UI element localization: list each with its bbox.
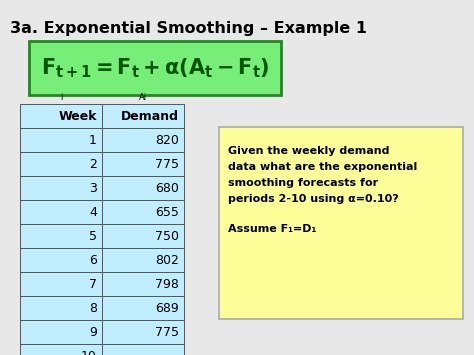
Text: Assume F₁=D₁: Assume F₁=D₁ [228, 224, 316, 234]
FancyBboxPatch shape [219, 127, 463, 319]
Text: Week: Week [58, 109, 97, 122]
FancyBboxPatch shape [20, 248, 102, 272]
FancyBboxPatch shape [102, 176, 184, 200]
Text: 8: 8 [89, 301, 97, 315]
Text: 3: 3 [89, 181, 97, 195]
Text: 6: 6 [89, 253, 97, 267]
Text: 655: 655 [155, 206, 179, 218]
FancyBboxPatch shape [20, 296, 102, 320]
Text: 4: 4 [89, 206, 97, 218]
FancyBboxPatch shape [20, 104, 102, 128]
Text: periods 2-10 using α=0.10?: periods 2-10 using α=0.10? [228, 194, 399, 204]
Text: 3a. Exponential Smoothing – Example 1: 3a. Exponential Smoothing – Example 1 [10, 21, 367, 36]
Text: 798: 798 [155, 278, 179, 290]
FancyBboxPatch shape [102, 224, 184, 248]
Text: 2: 2 [89, 158, 97, 170]
Text: 775: 775 [155, 158, 179, 170]
Text: 820: 820 [155, 133, 179, 147]
Text: Ai: Ai [139, 93, 147, 102]
Text: Given the weekly demand: Given the weekly demand [228, 146, 390, 156]
Text: data what are the exponential: data what are the exponential [228, 162, 417, 172]
Text: 750: 750 [155, 229, 179, 242]
Text: 7: 7 [89, 278, 97, 290]
FancyBboxPatch shape [102, 344, 184, 355]
Text: Demand: Demand [121, 109, 179, 122]
Text: 680: 680 [155, 181, 179, 195]
Text: 802: 802 [155, 253, 179, 267]
Text: smoothing forecasts for: smoothing forecasts for [228, 178, 378, 188]
FancyBboxPatch shape [20, 320, 102, 344]
FancyBboxPatch shape [20, 200, 102, 224]
FancyBboxPatch shape [102, 248, 184, 272]
Text: 9: 9 [89, 326, 97, 339]
FancyBboxPatch shape [20, 224, 102, 248]
Text: 775: 775 [155, 326, 179, 339]
FancyBboxPatch shape [20, 176, 102, 200]
FancyBboxPatch shape [20, 152, 102, 176]
FancyBboxPatch shape [20, 128, 102, 152]
Text: 689: 689 [155, 301, 179, 315]
FancyBboxPatch shape [102, 152, 184, 176]
Text: i: i [60, 93, 62, 102]
FancyBboxPatch shape [102, 320, 184, 344]
FancyBboxPatch shape [102, 128, 184, 152]
Text: 1: 1 [89, 133, 97, 147]
FancyBboxPatch shape [20, 272, 102, 296]
Text: 5: 5 [89, 229, 97, 242]
FancyBboxPatch shape [102, 272, 184, 296]
FancyBboxPatch shape [102, 200, 184, 224]
Text: $\mathbf{F_{t+1} = F_t + \alpha(A_t - F_t)}$: $\mathbf{F_{t+1} = F_t + \alpha(A_t - F_… [41, 56, 269, 80]
FancyBboxPatch shape [102, 104, 184, 128]
FancyBboxPatch shape [102, 296, 184, 320]
FancyBboxPatch shape [29, 41, 281, 95]
Text: 10: 10 [81, 350, 97, 355]
FancyBboxPatch shape [20, 344, 102, 355]
